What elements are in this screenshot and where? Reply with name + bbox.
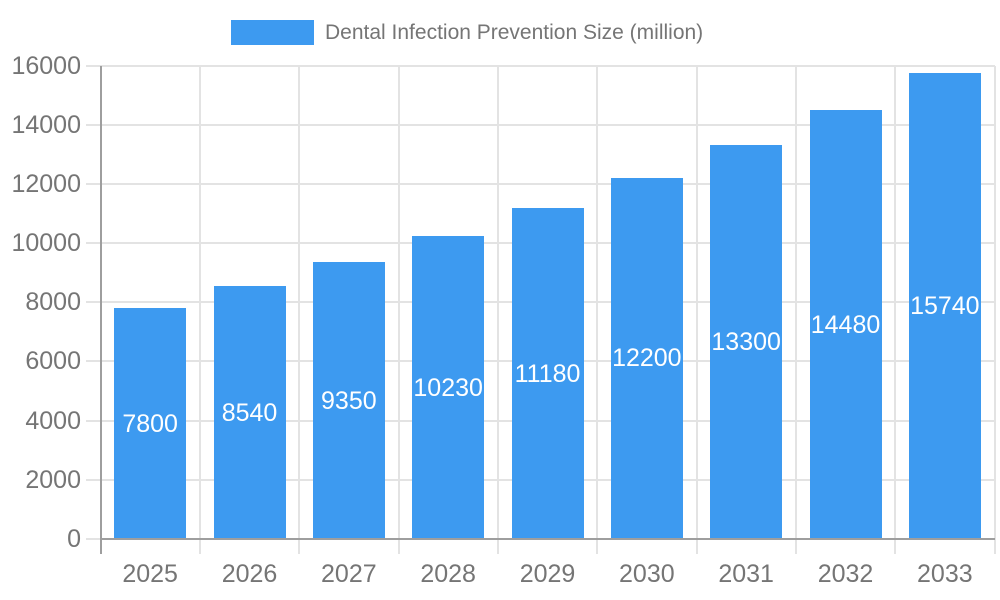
y-axis-tick-label-16000: 16000 xyxy=(11,51,81,80)
bar-value-label-2027: 9350 xyxy=(321,386,377,415)
gridline-horizontal-14000 xyxy=(100,123,995,126)
x-axis-tick-label-2028: 2028 xyxy=(420,560,476,588)
gridline-vertical-6 xyxy=(695,65,698,554)
bar-value-label-2025: 7800 xyxy=(122,409,178,438)
bar-2026[interactable] xyxy=(213,286,286,539)
legend-swatch-icon xyxy=(231,20,314,45)
y-axis-tick-10000 xyxy=(85,242,101,245)
y-axis-tick-label-0: 0 xyxy=(67,525,81,553)
bar-value-label-2028: 10230 xyxy=(413,373,483,402)
bar-value-label-2026: 8540 xyxy=(221,398,278,427)
chart-legend[interactable]: Dental Infection Prevention Size (millio… xyxy=(231,20,703,45)
bar-2025[interactable] xyxy=(114,308,187,539)
y-axis-line xyxy=(99,65,102,554)
y-axis-tick-label-10000: 10000 xyxy=(11,229,81,258)
x-axis-tick-label-2027: 2027 xyxy=(321,560,377,588)
y-axis-tick-2000 xyxy=(85,478,101,481)
y-axis-tick-14000 xyxy=(85,123,101,126)
y-axis-tick-label-6000: 6000 xyxy=(25,347,81,376)
gridline-vertical-8 xyxy=(894,65,897,554)
bar-2032[interactable] xyxy=(809,110,882,539)
bar-2028[interactable] xyxy=(412,236,485,539)
y-axis-tick-label-2000: 2000 xyxy=(25,465,81,494)
y-axis-tick-label-8000: 8000 xyxy=(25,288,81,317)
x-axis-tick-label-2033: 2033 xyxy=(917,560,973,588)
x-axis-tick-label-2030: 2030 xyxy=(619,560,675,588)
gridline-horizontal-12000 xyxy=(100,182,995,185)
y-axis-tick-16000 xyxy=(85,64,101,67)
bar-2030[interactable] xyxy=(610,177,683,539)
y-axis-tick-label-4000: 4000 xyxy=(25,406,81,435)
bar-2027[interactable] xyxy=(312,262,385,539)
bar-value-label-2031: 13300 xyxy=(711,328,781,357)
y-axis-tick-label-12000: 12000 xyxy=(11,169,81,198)
y-axis-tick-4000 xyxy=(85,419,101,422)
y-axis-tick-6000 xyxy=(85,360,101,363)
x-axis-tick-label-2032: 2032 xyxy=(817,560,874,588)
y-axis-tick-8000 xyxy=(85,301,101,304)
bar-value-label-2029: 11180 xyxy=(514,359,581,388)
bar-value-label-2030: 12200 xyxy=(612,344,682,373)
gridline-horizontal-16000 xyxy=(100,64,995,67)
y-axis-tick-label-14000: 14000 xyxy=(11,110,81,139)
x-axis-tick-label-2025: 2025 xyxy=(122,560,178,588)
x-axis-tick-label-2031: 2031 xyxy=(718,560,774,588)
y-axis-tick-12000 xyxy=(85,182,101,185)
bar-2029[interactable] xyxy=(511,208,584,539)
bar-2033[interactable] xyxy=(908,73,981,539)
x-axis-line xyxy=(100,538,995,540)
gridline-vertical-7 xyxy=(794,65,797,554)
bar-value-label-2033: 15740 xyxy=(910,292,980,321)
bar-2031[interactable] xyxy=(710,145,783,539)
bar-value-label-2032: 14480 xyxy=(810,310,881,339)
legend-label: Dental Infection Prevention Size (millio… xyxy=(325,21,704,44)
x-axis-tick-label-2026: 2026 xyxy=(221,560,278,588)
gridline-vertical-5 xyxy=(596,65,599,554)
gridline-vertical-3 xyxy=(397,65,400,554)
gridline-vertical-1 xyxy=(198,65,201,554)
gridline-vertical-4 xyxy=(496,65,499,554)
gridline-vertical-9 xyxy=(993,65,996,554)
y-axis-tick-0 xyxy=(85,538,101,540)
gridline-vertical-2 xyxy=(298,65,301,554)
x-axis-tick-label-2029: 2029 xyxy=(519,560,576,588)
